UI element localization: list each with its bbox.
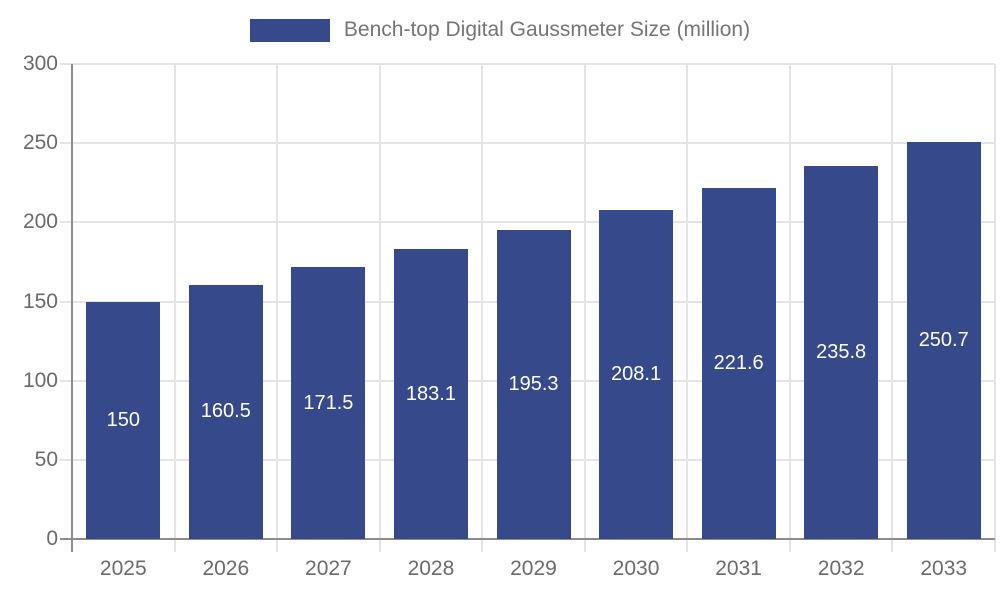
y-tick-label: 100 xyxy=(22,368,58,392)
x-tick-label: 2031 xyxy=(715,557,762,580)
x-tick-label: 2030 xyxy=(612,557,660,580)
chart-legend[interactable]: Bench-top Digital Gaussmeter Size (milli… xyxy=(0,17,1000,43)
bar: 183.1 xyxy=(393,249,468,539)
x-gridline xyxy=(788,64,791,552)
bar: 208.1 xyxy=(599,209,674,539)
x-tick-label: 2025 xyxy=(99,557,147,580)
x-tick-label: 2033 xyxy=(920,557,968,580)
x-gridline xyxy=(276,64,279,552)
bar: 221.6 xyxy=(701,188,776,539)
legend-swatch xyxy=(249,18,330,42)
x-gridline xyxy=(481,64,484,552)
x-axis-line xyxy=(60,538,995,540)
y-tick-label: 300 xyxy=(22,52,58,75)
x-gridline xyxy=(891,64,894,552)
x-tick-label: 2032 xyxy=(817,557,865,580)
x-gridline xyxy=(994,64,996,552)
y-axis-line xyxy=(71,64,73,552)
bar-value-label: 235.8 xyxy=(816,340,867,363)
x-gridline xyxy=(583,64,586,552)
bar: 171.5 xyxy=(291,267,366,539)
y-tick-label: 200 xyxy=(22,210,58,234)
y-gridline xyxy=(60,221,995,224)
x-gridline xyxy=(378,64,381,552)
y-tick-label: 150 xyxy=(22,289,58,313)
y-tick-label: 50 xyxy=(34,447,58,471)
bar: 150 xyxy=(86,301,161,539)
bar: 195.3 xyxy=(496,229,571,539)
x-gridline xyxy=(173,64,176,552)
bar-value-label: 150 xyxy=(106,408,140,431)
y-tick-label: 250 xyxy=(22,131,58,155)
bar-value-label: 183.1 xyxy=(405,382,456,405)
legend-label: Bench-top Digital Gaussmeter Size (milli… xyxy=(343,18,751,41)
y-gridline xyxy=(60,63,995,65)
x-tick-label: 2028 xyxy=(407,557,455,580)
y-tick-label: 0 xyxy=(46,527,58,550)
bar: 235.8 xyxy=(804,165,879,539)
bar-value-label: 195.3 xyxy=(508,372,559,395)
bar-value-label: 250.7 xyxy=(918,329,969,352)
x-tick-label: 2029 xyxy=(510,557,557,580)
x-tick-label: 2027 xyxy=(305,557,352,580)
bar-value-label: 208.1 xyxy=(611,362,662,385)
bar-value-label: 221.6 xyxy=(713,352,764,375)
bar: 160.5 xyxy=(188,284,263,539)
bar-value-label: 171.5 xyxy=(303,391,354,414)
y-gridline xyxy=(60,142,995,145)
x-tick-label: 2026 xyxy=(202,557,250,580)
x-gridline xyxy=(686,64,689,552)
bar-value-label: 160.5 xyxy=(200,400,251,423)
bar: 250.7 xyxy=(906,142,981,539)
